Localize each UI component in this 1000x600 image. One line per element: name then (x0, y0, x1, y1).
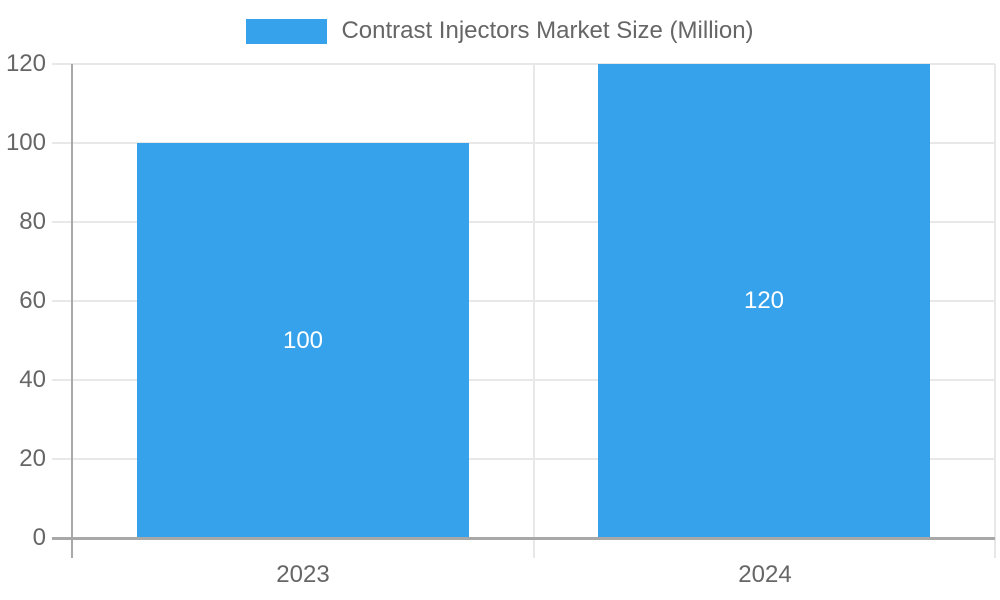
y-gridline (52, 300, 995, 302)
y-gridline (52, 63, 995, 65)
bar[interactable] (137, 143, 469, 538)
x-axis-line (52, 537, 995, 540)
bar[interactable] (598, 64, 930, 538)
y-tick-label: 0 (32, 524, 46, 551)
y-gridline (52, 142, 995, 144)
legend-label: Contrast Injectors Market Size (Million) (341, 17, 754, 44)
x-gridline (532, 64, 535, 558)
legend-item[interactable]: Contrast Injectors Market Size (Million) (0, 17, 1000, 45)
x-tick-label: 2024 (738, 561, 792, 588)
y-tick-label: 60 (19, 287, 46, 314)
x-tick-label: 2023 (276, 561, 330, 588)
y-tick-label: 20 (19, 445, 46, 472)
y-gridline (52, 379, 995, 381)
y-tick-label: 120 (5, 50, 46, 77)
y-gridline (52, 221, 995, 223)
y-tick-label: 40 (19, 366, 46, 393)
y-tick-label: 80 (19, 208, 46, 235)
y-gridline (52, 458, 995, 460)
x-gridline (994, 64, 996, 558)
y-tick-label: 100 (5, 129, 46, 156)
y-axis-line (71, 64, 73, 558)
legend-swatch (246, 18, 328, 44)
